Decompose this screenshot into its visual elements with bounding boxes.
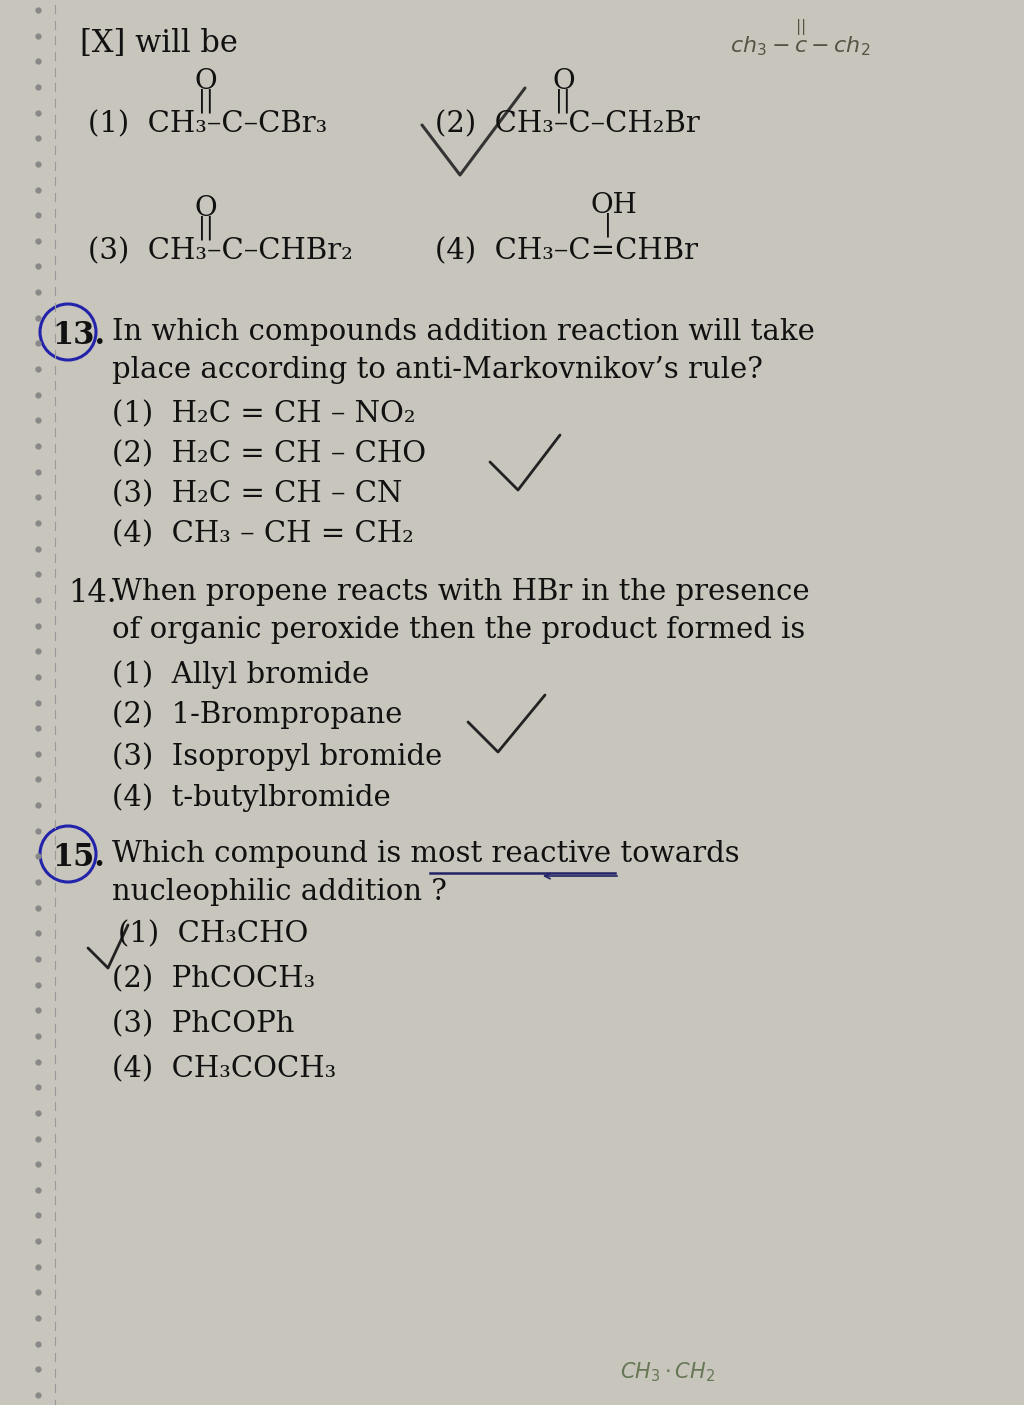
Text: O: O (195, 195, 218, 222)
Text: When propene reacts with HBr in the presence: When propene reacts with HBr in the pres… (112, 577, 810, 606)
Text: $\it{ch_3-\overset{||}{c}-ch_2}$: $\it{ch_3-\overset{||}{c}-ch_2}$ (730, 18, 870, 59)
Text: |: | (604, 212, 612, 236)
Text: OH: OH (590, 192, 637, 219)
Text: (4)  t-butylbromide: (4) t-butylbromide (112, 783, 391, 812)
Text: 15.: 15. (52, 842, 104, 873)
Text: (3)  CH₃–C–CHBr₂: (3) CH₃–C–CHBr₂ (88, 237, 353, 266)
Text: Which compound is most reactive towards: Which compound is most reactive towards (112, 840, 739, 868)
Text: (2)  PhCOCH₃: (2) PhCOCH₃ (112, 965, 315, 993)
Text: (4)  CH₃ – CH = CH₂: (4) CH₃ – CH = CH₂ (112, 520, 414, 548)
Text: place according to anti-Markovnikov’s rule?: place according to anti-Markovnikov’s ru… (112, 355, 763, 384)
Text: (2)  CH₃–C–CH₂Br: (2) CH₃–C–CH₂Br (435, 110, 699, 138)
Text: (1)  CH₃CHO: (1) CH₃CHO (118, 920, 308, 948)
Text: (1)  H₂C = CH – NO₂: (1) H₂C = CH – NO₂ (112, 400, 416, 429)
Text: (4)  CH₃–C=CHBr: (4) CH₃–C=CHBr (435, 237, 698, 266)
Text: nucleophilic addition ?: nucleophilic addition ? (112, 878, 446, 906)
Text: O: O (552, 67, 574, 96)
Text: 14.: 14. (68, 577, 117, 608)
Text: (3)  Isopropyl bromide: (3) Isopropyl bromide (112, 742, 442, 771)
Text: of organic peroxide then the product formed is: of organic peroxide then the product for… (112, 615, 805, 643)
Text: (1)  CH₃–C–CBr₃: (1) CH₃–C–CBr₃ (88, 110, 328, 138)
Text: In which compounds addition reaction will take: In which compounds addition reaction wil… (112, 318, 815, 346)
Text: ||: || (555, 89, 570, 112)
Text: O: O (195, 67, 218, 96)
Text: (3)  PhCOPh: (3) PhCOPh (112, 1010, 294, 1038)
Text: (3)  H₂C = CH – CN: (3) H₂C = CH – CN (112, 481, 402, 509)
Text: (2)  1-Brompropane: (2) 1-Brompropane (112, 700, 402, 729)
Text: ||: || (198, 215, 214, 239)
Text: (1)  Allyl bromide: (1) Allyl bromide (112, 660, 370, 688)
Text: ||: || (198, 89, 214, 112)
Text: (2)  H₂C = CH – CHO: (2) H₂C = CH – CHO (112, 440, 426, 468)
Text: $\it{CH_3\cdot CH_2}$: $\it{CH_3\cdot CH_2}$ (620, 1360, 715, 1384)
Text: (4)  CH₃COCH₃: (4) CH₃COCH₃ (112, 1055, 336, 1083)
Text: [X] will be: [X] will be (80, 28, 238, 59)
Text: 13.: 13. (52, 320, 105, 351)
